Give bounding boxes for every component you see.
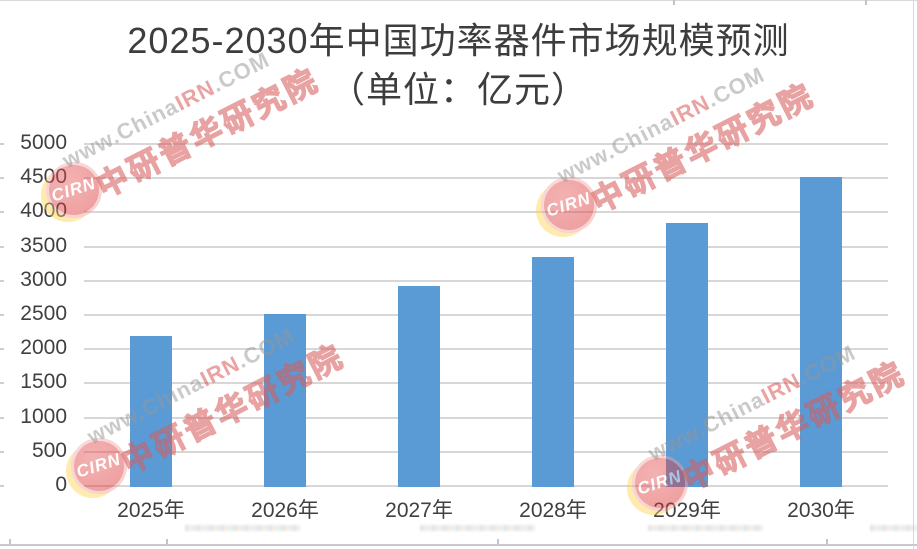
gridline xyxy=(84,485,888,487)
y-tick-label: 500 xyxy=(31,439,67,462)
gridline xyxy=(84,211,888,213)
watermark-residue xyxy=(185,525,300,531)
left-edge-tick xyxy=(0,280,4,282)
watermark-residue xyxy=(870,525,917,531)
chart-title: 2025-2030年中国功率器件市场规模预测 （单位：亿元） xyxy=(0,16,917,114)
y-tick-label: 2000 xyxy=(20,336,67,359)
y-tick-label: 3500 xyxy=(20,234,67,257)
y-tick-label: 0 xyxy=(55,473,67,496)
bar-2028年 xyxy=(532,257,574,487)
left-edge-tick xyxy=(0,314,4,316)
chart-title-line1: 2025-2030年中国功率器件市场规模预测 xyxy=(127,20,790,61)
gridline xyxy=(84,451,888,453)
gridline xyxy=(84,314,888,316)
x-tick-label: 2026年 xyxy=(251,499,319,522)
left-edge-tick xyxy=(0,211,4,213)
gridline xyxy=(84,382,888,384)
chart-title-line2: （单位：亿元） xyxy=(328,69,588,110)
left-edge-ticks xyxy=(0,143,5,487)
bar-2029年 xyxy=(666,223,708,487)
x-tick-label: 2028年 xyxy=(519,499,587,522)
y-tick-label: 1000 xyxy=(20,405,67,428)
bar-2030年 xyxy=(800,177,842,487)
bar-2027年 xyxy=(398,286,440,487)
y-tick-label: 4000 xyxy=(20,199,67,222)
y-tick-label: 5000 xyxy=(20,131,67,154)
gridline xyxy=(84,417,888,419)
top-grid-tick xyxy=(865,0,867,5)
right-border-line xyxy=(913,0,914,549)
left-edge-tick xyxy=(0,451,4,453)
top-grid-tick xyxy=(673,0,675,5)
watermark-residue xyxy=(420,525,535,531)
bottom-border-line xyxy=(0,544,917,546)
bar-2026年 xyxy=(264,314,306,487)
y-tick-label: 1500 xyxy=(20,370,67,393)
left-edge-tick xyxy=(0,382,4,384)
left-edge-tick xyxy=(0,143,4,145)
bottom-grid-tick xyxy=(9,539,11,544)
gridline xyxy=(84,348,888,350)
x-tick-label: 2029年 xyxy=(653,499,721,522)
left-edge-tick xyxy=(0,417,4,419)
left-edge-tick xyxy=(0,348,4,350)
y-tick-label: 2500 xyxy=(20,302,67,325)
x-tick-label: 2030年 xyxy=(787,499,855,522)
left-edge-tick xyxy=(0,177,4,179)
y-tick-label: 3000 xyxy=(20,268,67,291)
x-axis-labels: 2025年 2026年 2027年 2028年 2029年 2030年 xyxy=(84,498,888,526)
left-edge-tick xyxy=(0,246,4,248)
y-tick-label: 4500 xyxy=(20,165,67,188)
y-axis-labels: 5000 4500 4000 3500 3000 2500 2000 1500 1000 500 0 xyxy=(0,131,67,496)
top-border-line xyxy=(0,0,917,1)
gridline xyxy=(84,177,888,179)
bottom-grid-tick xyxy=(166,539,168,544)
gridline xyxy=(84,143,888,145)
bar-2025年 xyxy=(130,336,172,487)
x-tick-label: 2025年 xyxy=(117,499,185,522)
gridline xyxy=(84,246,888,248)
watermark-residue xyxy=(648,525,763,531)
x-tick-label: 2027年 xyxy=(385,499,453,522)
gridline xyxy=(84,280,888,282)
bottom-grid-tick xyxy=(826,539,828,544)
left-edge-tick xyxy=(0,485,4,487)
plot-area xyxy=(84,143,888,487)
bottom-grid-tick xyxy=(497,539,499,544)
